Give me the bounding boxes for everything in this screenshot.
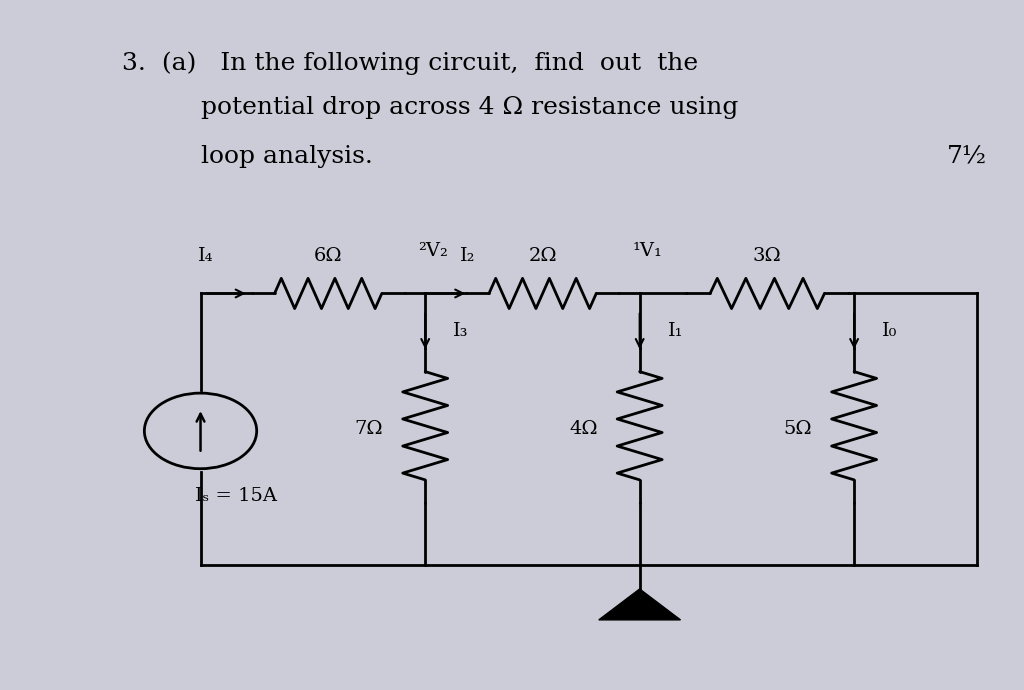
Text: I₃: I₃: [454, 322, 469, 340]
Text: I₀: I₀: [882, 322, 898, 340]
Text: 2Ω: 2Ω: [528, 246, 557, 265]
Text: I₂: I₂: [461, 246, 476, 265]
Text: 4Ω: 4Ω: [569, 420, 598, 438]
Text: 6Ω: 6Ω: [314, 246, 342, 265]
Text: Iₛ = 15A: Iₛ = 15A: [196, 487, 278, 505]
Text: 3.  (a)   In the following circuit,  find  out  the: 3. (a) In the following circuit, find ou…: [122, 52, 698, 75]
Text: 7Ω: 7Ω: [354, 420, 383, 438]
Text: ¹V₁: ¹V₁: [633, 242, 663, 260]
Text: loop analysis.: loop analysis.: [201, 144, 373, 168]
Text: 7½: 7½: [947, 144, 987, 168]
Text: potential drop across 4 Ω resistance using: potential drop across 4 Ω resistance usi…: [201, 97, 738, 119]
Polygon shape: [599, 589, 681, 620]
Text: 3Ω: 3Ω: [753, 246, 781, 265]
Text: ²V₂: ²V₂: [419, 242, 449, 260]
Text: I₄: I₄: [198, 246, 213, 265]
Text: 5Ω: 5Ω: [783, 420, 812, 438]
Text: I₁: I₁: [668, 322, 683, 340]
